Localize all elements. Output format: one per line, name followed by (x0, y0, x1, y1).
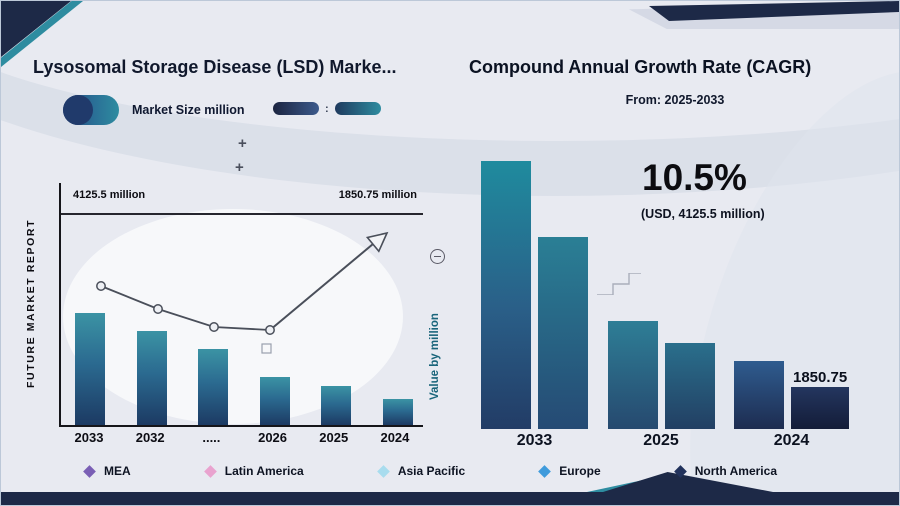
legend-diamond-icon (673, 464, 687, 478)
toggle-pill-left (273, 102, 319, 115)
market-size-bar (321, 386, 352, 425)
region-legend: MEA Latin America Asia Pacific Europe North … (83, 464, 777, 478)
x-axis-label: 2033 (74, 430, 104, 445)
value-axis-label: Value by million (429, 313, 441, 401)
cagr-subtitle: From: 2025-2033 (625, 93, 725, 107)
market-size-pill-icon (63, 95, 119, 125)
legend-label: MEA (104, 464, 131, 478)
cagr-bar (791, 387, 849, 429)
market-size-bar (259, 377, 290, 425)
market-size-bar (136, 331, 167, 425)
cagr-chart: 2033 2025 2024 (481, 159, 849, 450)
toggle-separator: : (325, 102, 329, 115)
cagr-x-label: 2033 (516, 432, 553, 449)
cagr-x-label: 2025 (643, 432, 679, 449)
chart-annotations: 4125.5 million 1850.75 million (73, 189, 417, 201)
cagr-x-label: 2024 (773, 432, 810, 449)
market-size-bar (75, 313, 105, 425)
toggle-pill-right (334, 102, 381, 115)
market-size-bars (75, 313, 413, 425)
x-axis-label: 2032 (135, 430, 165, 445)
legend-diamond-icon (376, 464, 390, 478)
circle-minus-icon (430, 249, 445, 264)
cagr-bar (734, 361, 784, 429)
bar-value-label: 1850.75 (793, 369, 848, 386)
plus-decoration: + (235, 159, 244, 176)
legend-label: Latin America (224, 464, 304, 478)
x-axis-label: 2026 (258, 430, 288, 445)
legend-item-europe: Europe (538, 464, 601, 478)
cagr-bar-group: 2025 (607, 159, 715, 450)
corner-accent-navy (1, 1, 71, 57)
cagr-value: 10.5% (642, 157, 747, 198)
cagr-note: (USD, 4125.5 million) (641, 207, 765, 221)
market-size-chart: 4125.5 million 1850.75 million (59, 183, 423, 427)
cagr-bar-group: 2033 (481, 159, 588, 450)
left-chart-title: Lysosomal Storage Disease (LSD) Marke... (33, 57, 397, 77)
x-axis-label: ..... (202, 430, 221, 445)
legend-diamond-icon (83, 464, 96, 478)
footer-bar (1, 492, 899, 505)
plus-decoration: + (238, 135, 247, 152)
x-axis-label: 2025 (319, 430, 349, 445)
x-axis-labels: 2033 2032..... 2026 2025 2024 (71, 430, 413, 445)
cagr-bar (538, 237, 588, 429)
cagr-title: Compound Annual Growth Rate (CAGR) (469, 57, 812, 77)
x-axis-label: 2024 (380, 430, 410, 445)
cagr-bar (481, 161, 531, 429)
toggle-decoration: : (273, 102, 381, 115)
cagr-bar-group: 2024 (734, 159, 849, 450)
legend-label: North America (694, 464, 777, 478)
annotation-start-value: 4125.5 million (73, 189, 146, 201)
annotation-end-value: 1850.75 million (338, 189, 417, 201)
legend-item-north-america: North America (673, 464, 777, 478)
market-size-bar (382, 399, 413, 425)
cagr-bar (607, 321, 658, 429)
legend-item-latin-america: Latin America (203, 464, 304, 478)
legend-item-asia-pacific: Asia Pacific (376, 464, 466, 478)
chart-top-rule (61, 213, 423, 215)
market-size-label: Market Size million (132, 103, 245, 117)
brand-vertical-text: FUTURE MARKET REPORT (25, 218, 37, 388)
legend-diamond-icon (538, 464, 552, 478)
cagr-bar (664, 343, 715, 429)
legend-label: Europe (559, 464, 601, 478)
legend-label: Asia Pacific (397, 464, 466, 478)
legend-item-mea: MEA (83, 464, 131, 478)
market-size-bar (198, 349, 229, 425)
legend-diamond-icon (203, 464, 217, 478)
market-size-legend: Market Size million (63, 95, 245, 125)
